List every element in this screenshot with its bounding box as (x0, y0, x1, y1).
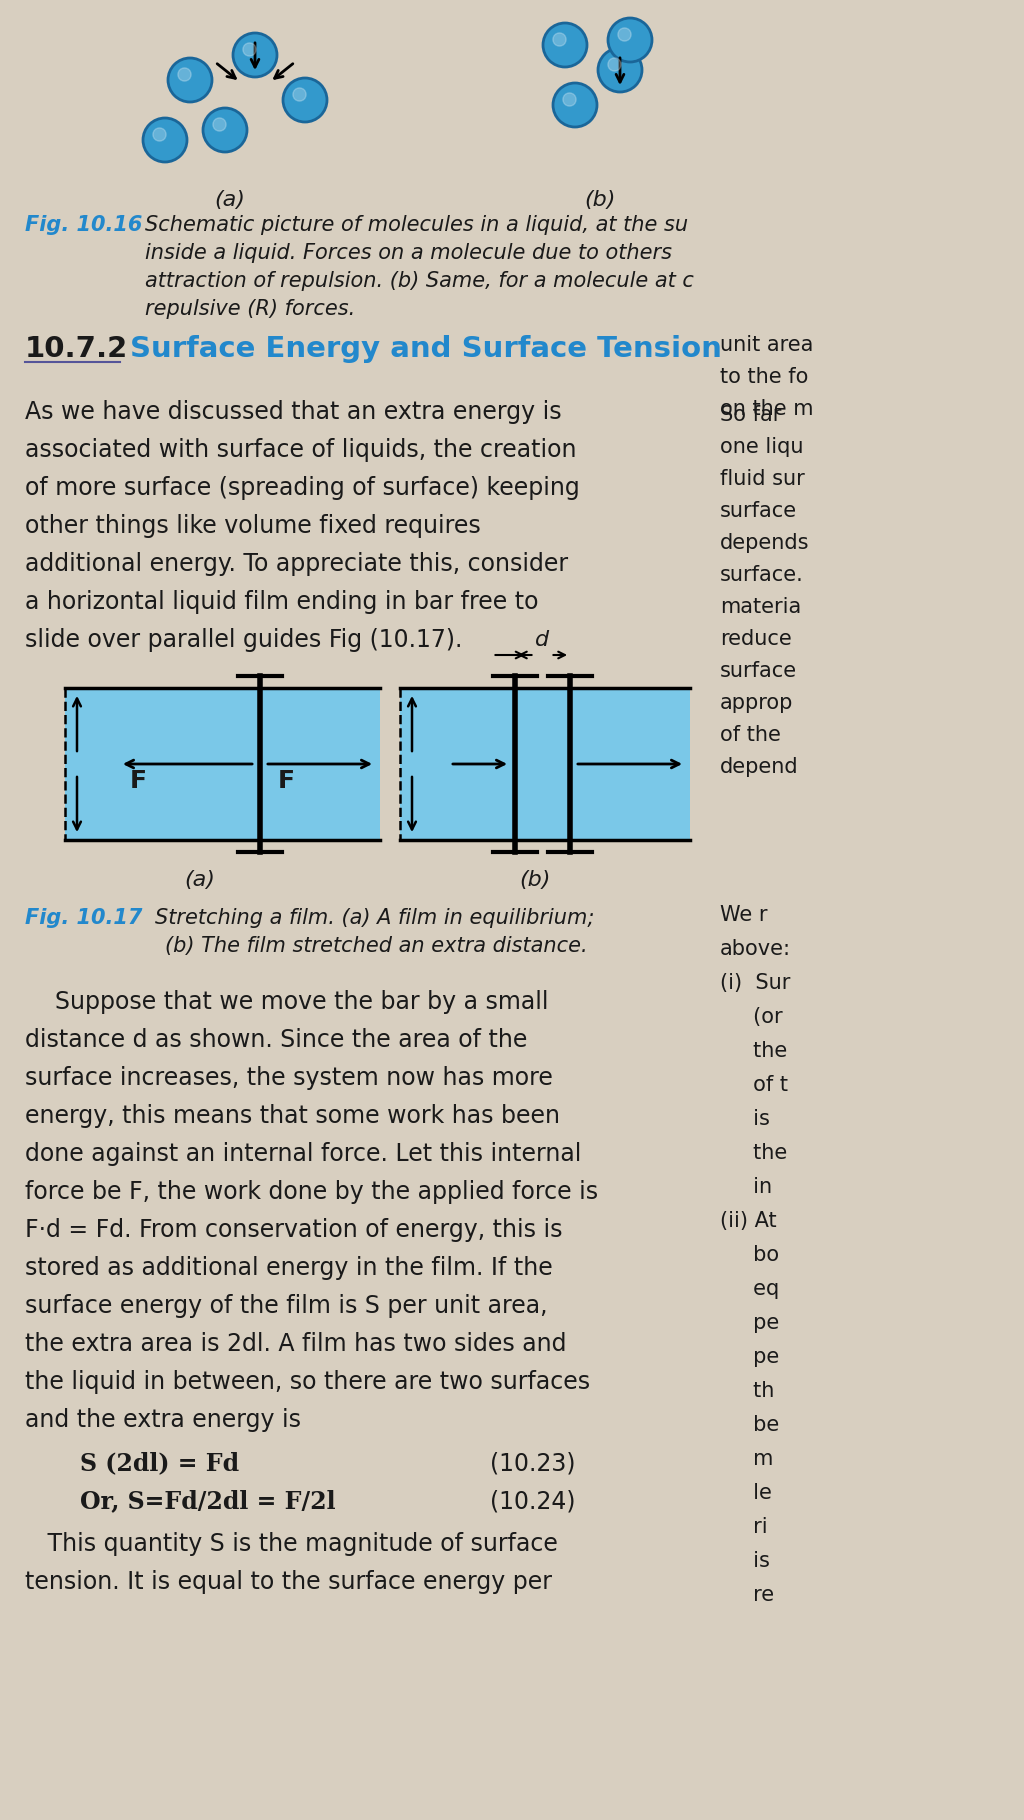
Text: F: F (278, 770, 295, 794)
Text: We r: We r (720, 905, 768, 925)
Text: (10.23): (10.23) (490, 1451, 575, 1474)
Text: Fig. 10.17: Fig. 10.17 (25, 908, 142, 928)
Text: the extra area is 2dl. A film has two sides and: the extra area is 2dl. A film has two si… (25, 1332, 566, 1356)
Text: be: be (720, 1414, 779, 1434)
Circle shape (233, 33, 278, 76)
Text: surface energy of the film is S per unit area,: surface energy of the film is S per unit… (25, 1294, 548, 1318)
Text: d: d (536, 630, 550, 650)
Circle shape (243, 44, 256, 56)
Text: a horizontal liquid film ending in bar free to: a horizontal liquid film ending in bar f… (25, 590, 539, 613)
Text: unit area: unit area (720, 335, 813, 355)
Text: As we have discussed that an extra energy is: As we have discussed that an extra energ… (25, 400, 561, 424)
Circle shape (553, 84, 597, 127)
Text: bo: bo (720, 1245, 779, 1265)
Text: one liqu: one liqu (720, 437, 804, 457)
Text: materia: materia (720, 597, 801, 617)
Circle shape (543, 24, 587, 67)
Text: S (2dl) = Fd: S (2dl) = Fd (80, 1451, 240, 1474)
Text: slide over parallel guides Fig (10.17).: slide over parallel guides Fig (10.17). (25, 628, 463, 652)
Text: associated with surface of liquids, the creation: associated with surface of liquids, the … (25, 439, 577, 462)
Circle shape (608, 18, 652, 62)
Text: F·d = Fd. From conservation of energy, this is: F·d = Fd. From conservation of energy, t… (25, 1218, 562, 1241)
Circle shape (617, 27, 631, 42)
Text: Or, S=Fd/2dl = F/2l: Or, S=Fd/2dl = F/2l (80, 1489, 336, 1512)
Text: (a): (a) (215, 189, 246, 209)
Circle shape (168, 58, 212, 102)
Text: fluid sur: fluid sur (720, 470, 805, 490)
Text: tension. It is equal to the surface energy per: tension. It is equal to the surface ener… (25, 1571, 552, 1594)
Text: (i)  Sur: (i) Sur (720, 974, 791, 994)
Text: pe: pe (720, 1312, 779, 1332)
Circle shape (283, 78, 327, 122)
Circle shape (563, 93, 577, 106)
Circle shape (553, 33, 566, 46)
Text: reduce: reduce (720, 630, 792, 650)
Text: distance d as shown. Since the area of the: distance d as shown. Since the area of t… (25, 1028, 527, 1052)
Text: attraction of repulsion. (b) Same, for a molecule at c: attraction of repulsion. (b) Same, for a… (145, 271, 694, 291)
Text: eq: eq (720, 1279, 779, 1299)
Text: (10.24): (10.24) (490, 1489, 575, 1512)
Text: force be F, the work done by the applied force is: force be F, the work done by the applied… (25, 1179, 598, 1205)
Circle shape (213, 118, 226, 131)
Text: Suppose that we move the bar by a small: Suppose that we move the bar by a small (25, 990, 549, 1014)
Text: (b): (b) (585, 189, 615, 209)
Text: of the: of the (720, 724, 781, 744)
Text: on the m: on the m (720, 399, 813, 419)
Text: m: m (720, 1449, 773, 1469)
Text: th: th (720, 1381, 774, 1401)
Text: to the fo: to the fo (720, 368, 808, 388)
Text: surface: surface (720, 501, 797, 521)
Text: Fig. 10.16: Fig. 10.16 (25, 215, 142, 235)
Text: pe: pe (720, 1347, 779, 1367)
Circle shape (153, 127, 166, 142)
Text: in: in (720, 1178, 772, 1198)
Text: surface increases, the system now has more: surface increases, the system now has mo… (25, 1067, 553, 1090)
Text: (b): (b) (519, 870, 551, 890)
Text: le: le (720, 1483, 772, 1503)
Text: stored as additional energy in the film. If the: stored as additional energy in the film.… (25, 1256, 553, 1279)
Text: energy, this means that some work has been: energy, this means that some work has be… (25, 1105, 560, 1128)
Text: surface.: surface. (720, 564, 804, 584)
Circle shape (143, 118, 187, 162)
Text: additional energy. To appreciate this, consider: additional energy. To appreciate this, c… (25, 551, 568, 575)
Text: approp: approp (720, 693, 794, 713)
Text: depends: depends (720, 533, 810, 553)
Circle shape (178, 67, 191, 82)
Text: (b) The film stretched an extra distance.: (b) The film stretched an extra distance… (165, 935, 588, 956)
Circle shape (598, 47, 642, 93)
Text: Schematic picture of molecules in a liquid, at the su: Schematic picture of molecules in a liqu… (145, 215, 688, 235)
Text: So far: So far (720, 406, 781, 426)
Text: (a): (a) (184, 870, 215, 890)
Text: of more surface (spreading of surface) keeping: of more surface (spreading of surface) k… (25, 477, 580, 501)
Bar (65, 688, 380, 841)
Circle shape (203, 107, 247, 153)
Text: and the extra energy is: and the extra energy is (25, 1409, 301, 1432)
Text: (ii) At: (ii) At (720, 1210, 776, 1230)
Text: above:: above: (720, 939, 791, 959)
Text: surface: surface (720, 661, 797, 681)
Text: repulsive (R) forces.: repulsive (R) forces. (145, 298, 355, 318)
Text: the: the (720, 1143, 787, 1163)
Text: depend: depend (720, 757, 799, 777)
Circle shape (293, 87, 306, 102)
Text: inside a liquid. Forces on a molecule due to others: inside a liquid. Forces on a molecule du… (145, 244, 672, 264)
Text: ri: ri (720, 1518, 768, 1538)
Text: other things like volume fixed requires: other things like volume fixed requires (25, 513, 480, 539)
Text: F: F (130, 770, 147, 794)
Text: Stretching a film. (a) A film in equilibrium;: Stretching a film. (a) A film in equilib… (155, 908, 594, 928)
Circle shape (608, 58, 622, 71)
Text: This quantity S is the magnitude of surface: This quantity S is the magnitude of surf… (25, 1532, 558, 1556)
Text: is: is (720, 1108, 776, 1128)
Text: the liquid in between, so there are two surfaces: the liquid in between, so there are two … (25, 1370, 590, 1394)
Text: is: is (720, 1551, 770, 1571)
Text: the: the (720, 1041, 787, 1061)
Text: 10.7.2: 10.7.2 (25, 335, 128, 362)
Text: done against an internal force. Let this internal: done against an internal force. Let this… (25, 1141, 582, 1167)
Bar (400, 688, 690, 841)
Text: Surface Energy and Surface Tension: Surface Energy and Surface Tension (130, 335, 722, 362)
Text: of t: of t (720, 1076, 788, 1096)
Text: re: re (720, 1585, 774, 1605)
Text: (or: (or (720, 1006, 782, 1026)
